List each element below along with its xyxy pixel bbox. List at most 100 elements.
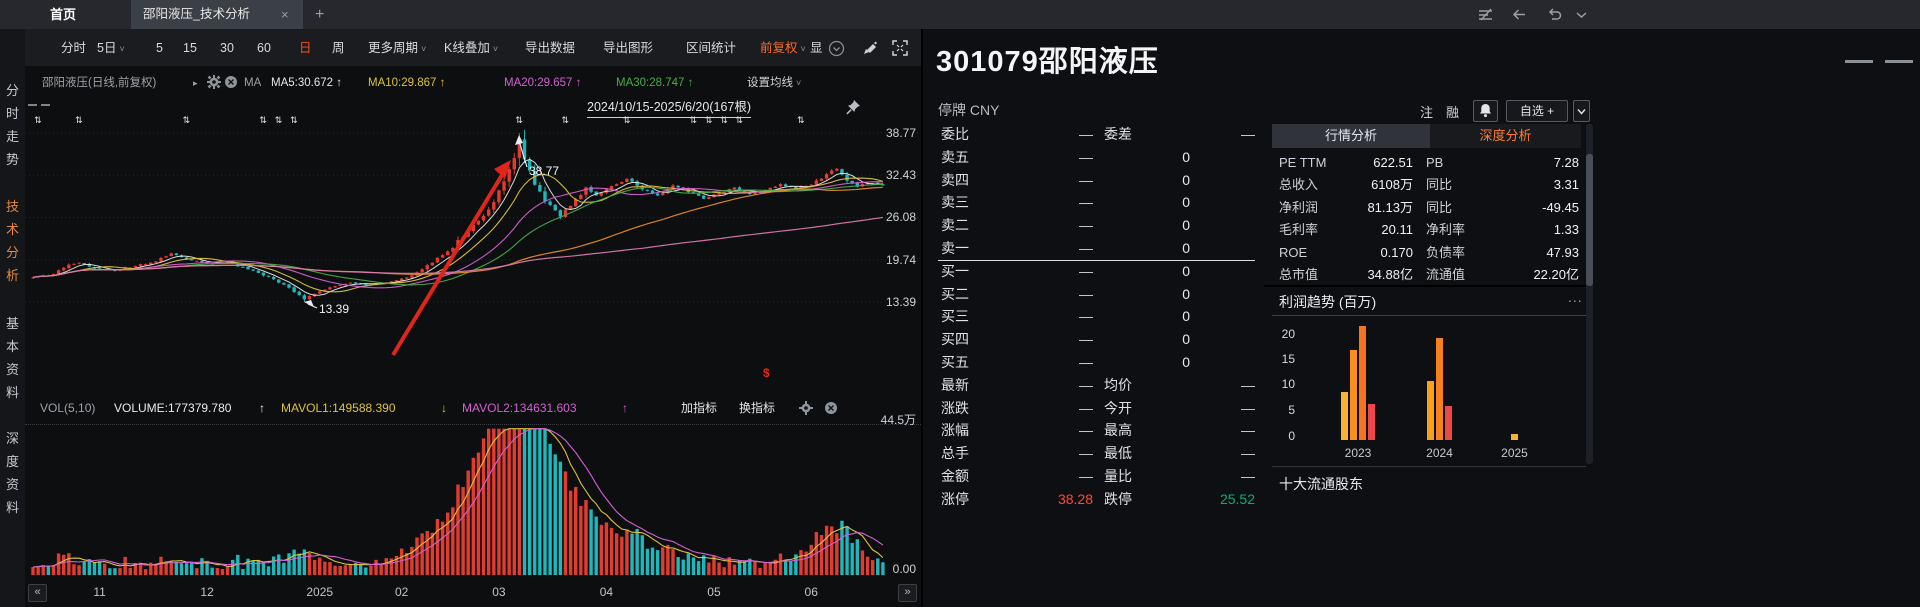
toolbar-item-前复权[interactable]: 前复权 ˅: [760, 41, 806, 55]
switch-indicator-button[interactable]: 换指标: [739, 401, 776, 415]
tab-close-icon[interactable]: ×: [281, 7, 289, 22]
panel-collapse-icon[interactable]: [1885, 60, 1913, 63]
series-expand-icon[interactable]: ▸: [193, 78, 198, 88]
bid-row: 买四 — 0: [938, 328, 1255, 351]
bid-row: 买二 — 0: [938, 283, 1255, 306]
mavol2-value: MAVOL2:134631.603: [462, 401, 577, 415]
toolbar-item-导出图形[interactable]: 导出图形: [603, 41, 654, 55]
pin-icon[interactable]: [845, 99, 861, 115]
metric-label: ROE: [1279, 244, 1308, 260]
time-tick-label: 04: [599, 585, 614, 599]
toolbar-item-60[interactable]: 60: [257, 41, 271, 55]
row-value: —: [1079, 445, 1093, 462]
add-watchlist-button[interactable]: 自选 +: [1506, 100, 1568, 122]
margin-badge: 融: [1446, 105, 1460, 120]
ask-row: 卖二 — 0: [938, 214, 1255, 237]
sidebar-item-技术分析[interactable]: 技术分析: [5, 199, 19, 283]
tab-home[interactable]: 首页: [50, 7, 77, 22]
undo-icon[interactable]: [1546, 6, 1564, 24]
metric-value: 34.88亿: [1367, 267, 1413, 282]
depth-qty: 0: [1182, 240, 1190, 256]
vol-settings-gear-icon[interactable]: [799, 401, 813, 415]
depth-qty: 0: [1182, 194, 1190, 211]
profit-ytick-label: 20: [1281, 327, 1295, 341]
sidebar-item-分时走势[interactable]: 分时走势: [5, 83, 19, 167]
metric-row: 总市值 34.88亿 流通值 22.20亿: [1272, 264, 1579, 286]
candlestick-chart[interactable]: ⇅ ⇅ ⇅ ⇅ ⇅ ⇅ ⇅ ⇅ ⇅ ⇅ ⇅ ⇅ ⇅ ⇅ 38.77 13.39 $: [25, 93, 921, 390]
depth-qty: 0: [1182, 308, 1190, 325]
toolbar-item-导出数据[interactable]: 导出数据: [525, 41, 576, 55]
metric-value: 622.51: [1373, 155, 1413, 170]
depth-price: —: [1079, 194, 1093, 211]
sidebar-item-基本资料[interactable]: 基本资料: [5, 316, 19, 400]
ask-row: 卖三 — 0: [938, 191, 1255, 214]
more-menu-button[interactable]: ...: [1568, 289, 1583, 305]
scroll-left-button[interactable]: «: [28, 584, 47, 602]
toolbar-item-分时[interactable]: 分时: [61, 41, 87, 55]
quote-panel: 301079邵阳液压 停牌 CNY 委比 — 委差 — 卖五 — 0 卖四 — 0 卖三 — 0 卖二 — 0…: [921, 29, 1920, 607]
toolbar-item-K线叠加[interactable]: K线叠加 ˅: [444, 41, 499, 55]
metric-label: 净利润: [1279, 199, 1319, 215]
metric-label: 净利率: [1426, 222, 1466, 238]
metric-label: 总收入: [1279, 177, 1319, 193]
analysis-tab-行情分析[interactable]: 行情分析: [1272, 124, 1430, 148]
metric-row: 毛利率 20.11 净利率 1.33: [1272, 219, 1579, 241]
toolbar-item-5[interactable]: 5: [156, 41, 163, 55]
time-tick-label: 12: [200, 585, 214, 599]
scrollbar-thumb[interactable]: [1586, 154, 1593, 286]
brush-icon[interactable]: [861, 39, 879, 57]
scrollbar-track[interactable]: [1586, 124, 1593, 464]
toolbar-item-区间统计[interactable]: 区间统计: [686, 41, 737, 55]
toolbar-item-30[interactable]: 30: [220, 41, 234, 55]
depth-price: —: [1079, 217, 1093, 234]
depth-price: —: [1079, 148, 1093, 165]
indicator-settings-gear-icon[interactable]: [207, 75, 221, 93]
profit-ytick-label: 10: [1281, 377, 1295, 391]
row-value: —: [1241, 422, 1255, 439]
row-value: —: [1241, 399, 1255, 416]
toolbar-item-周[interactable]: 周: [332, 41, 345, 55]
depth-qty: 0: [1182, 217, 1190, 234]
stat-row: 涨幅 — 最高 —: [938, 419, 1255, 442]
series-name: 邵阳液压(日线,前复权): [42, 77, 157, 89]
watchlist-dropdown-icon[interactable]: [1573, 100, 1590, 122]
toolbar-item-15[interactable]: 15: [183, 41, 197, 55]
legend-handle[interactable]: [28, 104, 37, 106]
left-sidebar: 分时走势技术分析基本资料深度资料: [0, 29, 26, 607]
analysis-tab-深度分析[interactable]: 深度分析: [1430, 124, 1581, 148]
ask-row: 卖四 — 0: [938, 169, 1255, 192]
limit-up-label: 涨停: [941, 490, 969, 507]
limit-row: 涨停 38.28 跌停 25.52: [938, 488, 1255, 511]
new-tab-button[interactable]: +: [315, 6, 325, 23]
toolbar-item-显[interactable]: 显: [810, 41, 823, 55]
event-marker-icon: ⇅: [75, 115, 83, 125]
chevron-down-icon[interactable]: [1574, 6, 1592, 24]
sidebar-item-深度资料[interactable]: 深度资料: [5, 431, 19, 515]
volume-chart[interactable]: [25, 424, 921, 578]
row-value: —: [1079, 399, 1093, 416]
display-settings-chevron-icon[interactable]: [828, 40, 845, 57]
add-indicator-button[interactable]: 加指标: [681, 401, 718, 415]
scroll-right-button[interactable]: »: [898, 584, 917, 602]
hide-list-icon[interactable]: [1477, 6, 1495, 24]
metric-label: 负债率: [1426, 244, 1466, 260]
time-tick-label: 05: [707, 585, 721, 599]
toolbar-item-日[interactable]: 日: [299, 41, 312, 55]
toolbar-item-5日[interactable]: 5日 ˅: [97, 41, 125, 55]
profit-ytick-label: 5: [1288, 403, 1295, 417]
toolbar-item-更多周期[interactable]: 更多周期 ˅: [368, 41, 427, 55]
vol-close-icon[interactable]: [824, 401, 838, 415]
fullscreen-icon[interactable]: [891, 39, 909, 57]
tab-active[interactable]: 邵阳液压_技术分析 ×: [131, 0, 303, 29]
back-arrow-icon[interactable]: [1511, 6, 1529, 24]
date-range[interactable]: 2024/10/15-2025/6/20(167根): [587, 100, 752, 118]
time-tick-label: 03: [492, 585, 506, 599]
depth-label: 买五: [941, 354, 969, 370]
indicator-close-icon[interactable]: [224, 75, 238, 93]
ma-settings-button[interactable]: 设置均线 ˅: [747, 77, 802, 89]
alert-bell-icon[interactable]: [1473, 100, 1498, 122]
price-tick-label: 26.08: [885, 210, 916, 224]
depth-price: —: [1079, 331, 1093, 348]
panel-minimize-icon[interactable]: [1845, 60, 1873, 63]
legend-handle[interactable]: [41, 104, 50, 106]
